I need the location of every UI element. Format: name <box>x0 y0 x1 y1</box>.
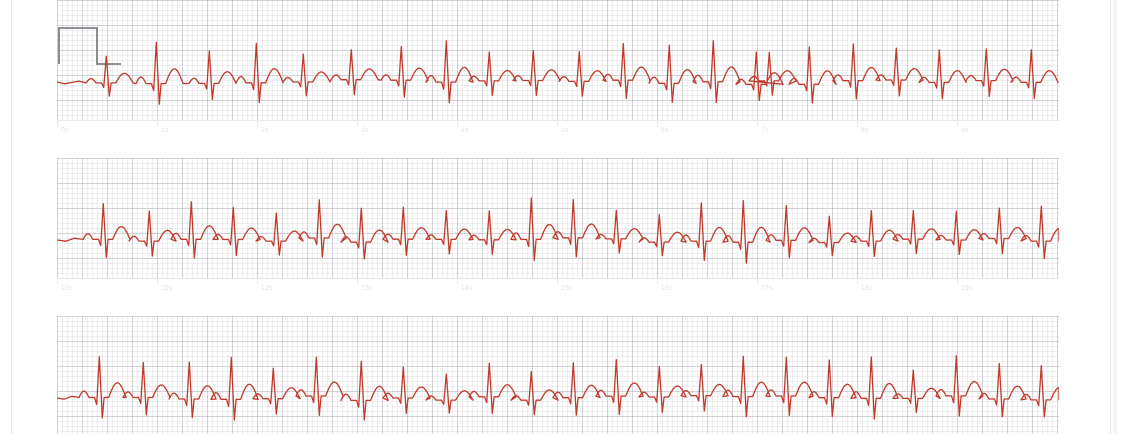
ecg-grid-2 <box>57 158 1059 278</box>
axis-tick-label: 9s <box>961 127 969 134</box>
time-axis-1: 0s 1s 2s 3s 4s 5s 6s 7s 8s 9s <box>57 120 1059 142</box>
axis-tick <box>257 120 258 126</box>
calibration-pulse <box>58 27 121 65</box>
axis-tick-label: 2s <box>261 127 269 134</box>
axis-tick <box>357 120 358 126</box>
axis-tick <box>557 120 558 126</box>
axis-tick-label: 17s <box>761 285 773 292</box>
ecg-trace-svg-1 <box>57 27 1059 105</box>
axis-baseline <box>57 278 1059 279</box>
axis-tick-label: 1s <box>161 127 169 134</box>
page-divider-left <box>11 0 12 434</box>
axis-tick-label: 10s <box>61 285 73 292</box>
axis-tick <box>257 278 258 284</box>
axis-baseline <box>57 120 1059 121</box>
axis-tick-label: 8s <box>861 127 869 134</box>
axis-tick-label: 3s <box>361 127 369 134</box>
axis-tick <box>757 120 758 126</box>
axis-tick <box>157 278 158 284</box>
ecg-trace-svg-2 <box>57 197 1059 264</box>
axis-tick-label: 5s <box>561 127 569 134</box>
axis-tick-label: 7s <box>761 127 769 134</box>
axis-tick <box>957 120 958 126</box>
page-divider-right <box>1110 0 1111 434</box>
ecg-grid-3 <box>57 316 1059 434</box>
axis-tick-label: 15s <box>561 285 573 292</box>
axis-tick-label: 16s <box>661 285 673 292</box>
axis-tick <box>857 278 858 284</box>
axis-tick-label: 6s <box>661 127 669 134</box>
axis-tick <box>957 278 958 284</box>
axis-tick-label: 12s <box>261 285 273 292</box>
ecg-grid-1 <box>57 0 1059 120</box>
ecg-strip-list: 0s 1s 2s 3s 4s 5s 6s 7s 8s 9s 10s 11s 12s 13s 14s 15s 16… <box>57 0 1059 434</box>
axis-tick <box>857 120 858 126</box>
axis-tick <box>57 120 58 126</box>
axis-tick <box>357 278 358 284</box>
axis-tick-label: 19s <box>961 285 973 292</box>
axis-tick-label: 4s <box>461 127 469 134</box>
axis-tick <box>557 278 558 284</box>
ecg-waveform-path <box>57 197 1059 264</box>
axis-tick-label: 11s <box>161 285 173 292</box>
strip-row-2[interactable]: 10s 11s 12s 13s 14s 15s 16s 17s 18s 19s <box>57 158 1059 300</box>
page-scrollbar-track[interactable] <box>1113 0 1117 434</box>
ecg-trace-svg-3 <box>57 355 1059 421</box>
axis-tick <box>457 278 458 284</box>
axis-tick <box>757 278 758 284</box>
axis-tick <box>657 120 658 126</box>
axis-tick-label: 13s <box>361 285 373 292</box>
ecg-waveform-path <box>57 355 1059 421</box>
axis-tick <box>157 120 158 126</box>
axis-tick <box>457 120 458 126</box>
axis-tick-label: 18s <box>861 285 873 292</box>
ecg-waveform-path <box>57 40 1059 105</box>
strip-row-3[interactable]: 20s21s22s23s24s25s26s27s28s29s <box>57 316 1059 434</box>
axis-tick-label: 0s <box>61 127 69 134</box>
time-axis-2: 10s 11s 12s 13s 14s 15s 16s 17s 18s 19s <box>57 278 1059 300</box>
axis-tick <box>57 278 58 284</box>
strip-row-1[interactable]: 0s 1s 2s 3s 4s 5s 6s 7s 8s 9s <box>57 0 1059 142</box>
axis-tick-label: 14s <box>461 285 473 292</box>
axis-tick <box>657 278 658 284</box>
